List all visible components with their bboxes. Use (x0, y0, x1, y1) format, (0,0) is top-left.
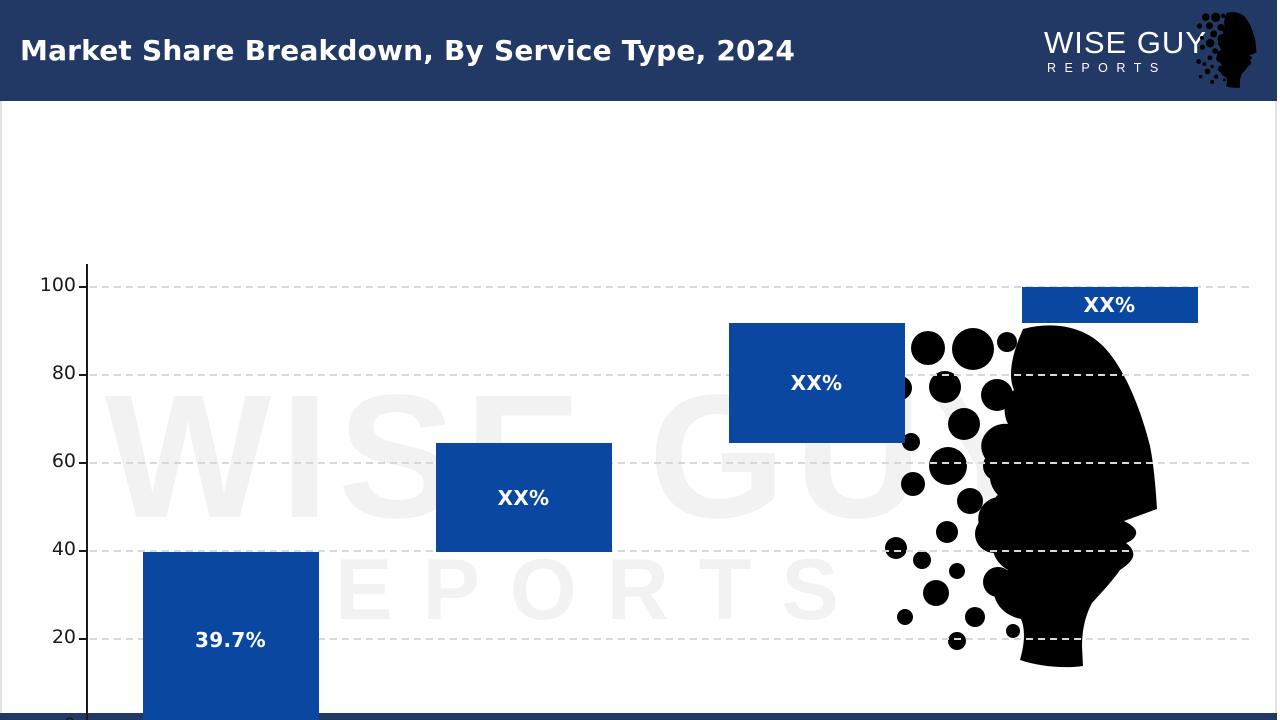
y-axis-spine (86, 264, 88, 720)
y-tick-label-80: 80 (51, 362, 76, 384)
gridline-40 (90, 550, 1253, 552)
right-edge-line (1275, 101, 1277, 713)
y-tick-40 (79, 550, 86, 552)
logo-face-icon (1193, 10, 1265, 92)
gridline-60 (90, 462, 1253, 464)
bar-value-label: XX% (497, 485, 550, 510)
bar-compliance-monitoring: XX% (1021, 287, 1198, 324)
bar-value-label: XX% (1083, 293, 1136, 318)
bar-threat-detection: XX% (728, 323, 905, 444)
header-bar: Market Share Breakdown, By Service Type,… (0, 0, 1277, 101)
y-tick-label-20: 20 (51, 626, 76, 648)
bar-value-label: 39.7% (195, 627, 266, 652)
y-tick-label-0: 0 (14, 714, 76, 720)
gridline-100 (90, 286, 1253, 288)
bar-value-label: XX% (790, 371, 843, 396)
gridline-20 (90, 638, 1253, 640)
logo-subtext: REPORTS (1046, 60, 1167, 75)
y-tick-label-60: 60 (51, 450, 76, 472)
watermark-face-icon (878, 316, 1188, 686)
watermark-subtext: REPORTS (243, 542, 869, 638)
gridline-80 (90, 374, 1253, 376)
chart-title: Market Share Breakdown, By Service Type,… (20, 34, 796, 67)
logo-wordmark: WISE GUY (1043, 24, 1207, 60)
y-tick-label-40: 40 (51, 538, 76, 560)
bar-vulnerability-scanning: XX% (435, 443, 612, 553)
y-tick-80 (79, 374, 86, 376)
y-tick-60 (79, 462, 86, 464)
left-edge-line (0, 101, 2, 713)
y-tick-20 (79, 638, 86, 640)
bar-malware-protection: 39.7% (142, 552, 319, 720)
footer-strip (0, 713, 1277, 720)
logo-text: WISE GUY REPORTS (1044, 27, 1207, 75)
y-tick-label-100: 100 (39, 274, 76, 296)
chart-area: WISE GUY REPORTS 02040608010039.7%XX%XX%… (0, 101, 1280, 720)
y-tick-100 (79, 286, 86, 288)
wiseguy-logo: WISE GUY REPORTS (1044, 10, 1265, 92)
